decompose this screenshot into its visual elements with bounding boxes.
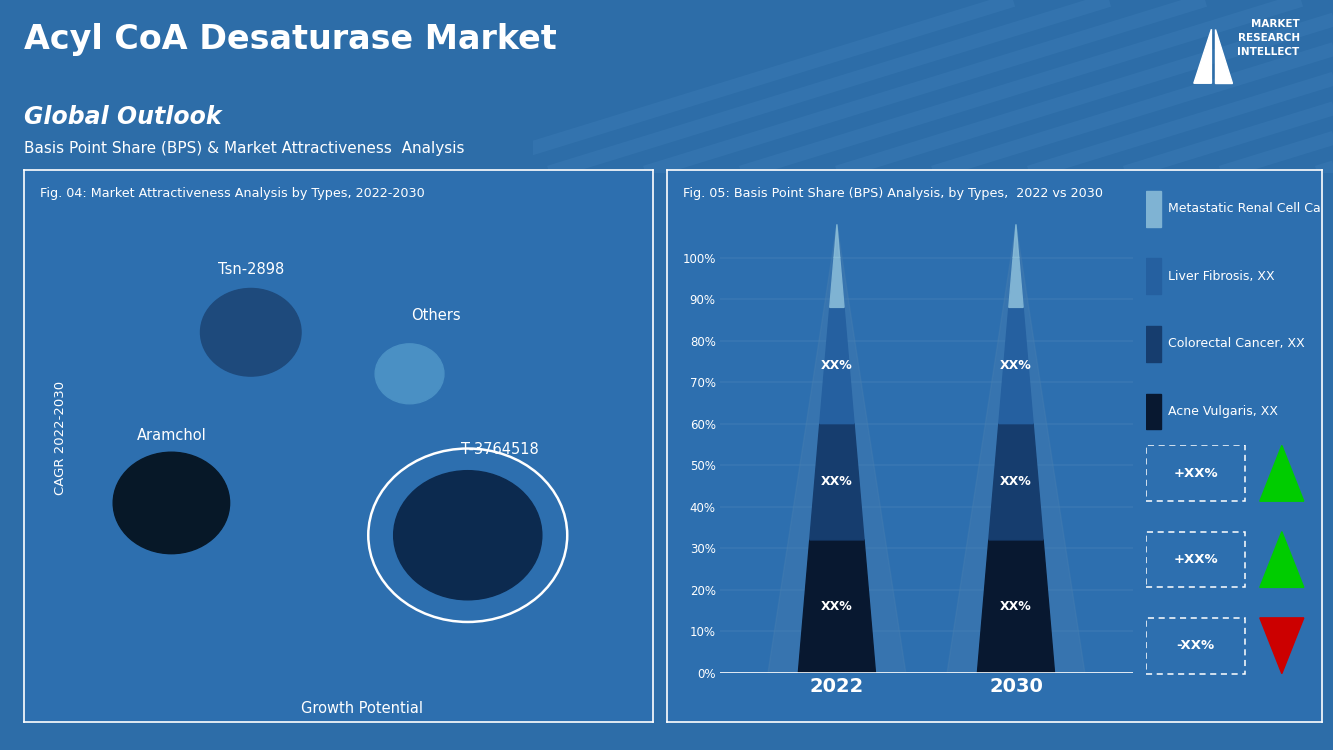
Text: Tsn-2898: Tsn-2898 — [217, 262, 284, 277]
Polygon shape — [1214, 29, 1232, 83]
Text: CAGR 2022-2030: CAGR 2022-2030 — [53, 381, 67, 496]
Polygon shape — [998, 308, 1033, 424]
Polygon shape — [809, 424, 864, 540]
Circle shape — [375, 344, 444, 404]
Polygon shape — [948, 224, 1085, 673]
Text: Basis Point Share (BPS) & Market Attractiveness  Analysis: Basis Point Share (BPS) & Market Attract… — [24, 141, 464, 156]
Text: XX%: XX% — [821, 476, 853, 488]
Text: +XX%: +XX% — [1173, 466, 1218, 480]
Polygon shape — [1260, 618, 1304, 674]
Polygon shape — [1194, 29, 1212, 83]
Text: XX%: XX% — [1000, 600, 1032, 613]
Polygon shape — [798, 540, 876, 673]
Polygon shape — [1009, 257, 1024, 307]
Text: XX%: XX% — [821, 359, 853, 372]
Polygon shape — [834, 224, 840, 257]
Polygon shape — [989, 424, 1044, 540]
Text: Acyl CoA Desaturase Market: Acyl CoA Desaturase Market — [24, 22, 557, 56]
Text: T-3764518: T-3764518 — [461, 442, 539, 457]
Circle shape — [200, 289, 301, 376]
Polygon shape — [820, 308, 854, 424]
Text: Colorectal Cancer, XX: Colorectal Cancer, XX — [1169, 338, 1305, 350]
Polygon shape — [829, 257, 844, 307]
Text: Aramchol: Aramchol — [136, 428, 207, 443]
Text: Liver Fibrosis, XX: Liver Fibrosis, XX — [1169, 270, 1274, 283]
Text: +XX%: +XX% — [1173, 553, 1218, 566]
Text: Acne Vulgaris, XX: Acne Vulgaris, XX — [1169, 405, 1278, 418]
Text: Growth Potential: Growth Potential — [301, 701, 423, 716]
Text: -XX%: -XX% — [1177, 639, 1214, 652]
Text: XX%: XX% — [1000, 476, 1032, 488]
Text: Metastatic Renal Cell Ca: Metastatic Renal Cell Ca — [1169, 202, 1321, 215]
Text: MARKET
RESEARCH
INTELLECT: MARKET RESEARCH INTELLECT — [1237, 19, 1300, 57]
Text: Fig. 05: Basis Point Share (BPS) Analysis, by Types,  2022 vs 2030: Fig. 05: Basis Point Share (BPS) Analysi… — [682, 187, 1102, 200]
Polygon shape — [1260, 532, 1304, 587]
Polygon shape — [768, 224, 906, 673]
Bar — [1146, 259, 1161, 294]
Bar — [1146, 326, 1161, 362]
Bar — [1146, 191, 1161, 226]
Text: Others: Others — [411, 308, 461, 323]
Polygon shape — [977, 540, 1054, 673]
Polygon shape — [1013, 224, 1018, 257]
Bar — [1146, 394, 1161, 429]
Text: XX%: XX% — [821, 600, 853, 613]
Text: XX%: XX% — [1000, 359, 1032, 372]
Circle shape — [393, 471, 541, 600]
Polygon shape — [1260, 446, 1304, 501]
Text: Fig. 04: Market Attractiveness Analysis by Types, 2022-2030: Fig. 04: Market Attractiveness Analysis … — [40, 187, 424, 200]
Circle shape — [113, 452, 229, 554]
Text: Global Outlook: Global Outlook — [24, 105, 221, 129]
